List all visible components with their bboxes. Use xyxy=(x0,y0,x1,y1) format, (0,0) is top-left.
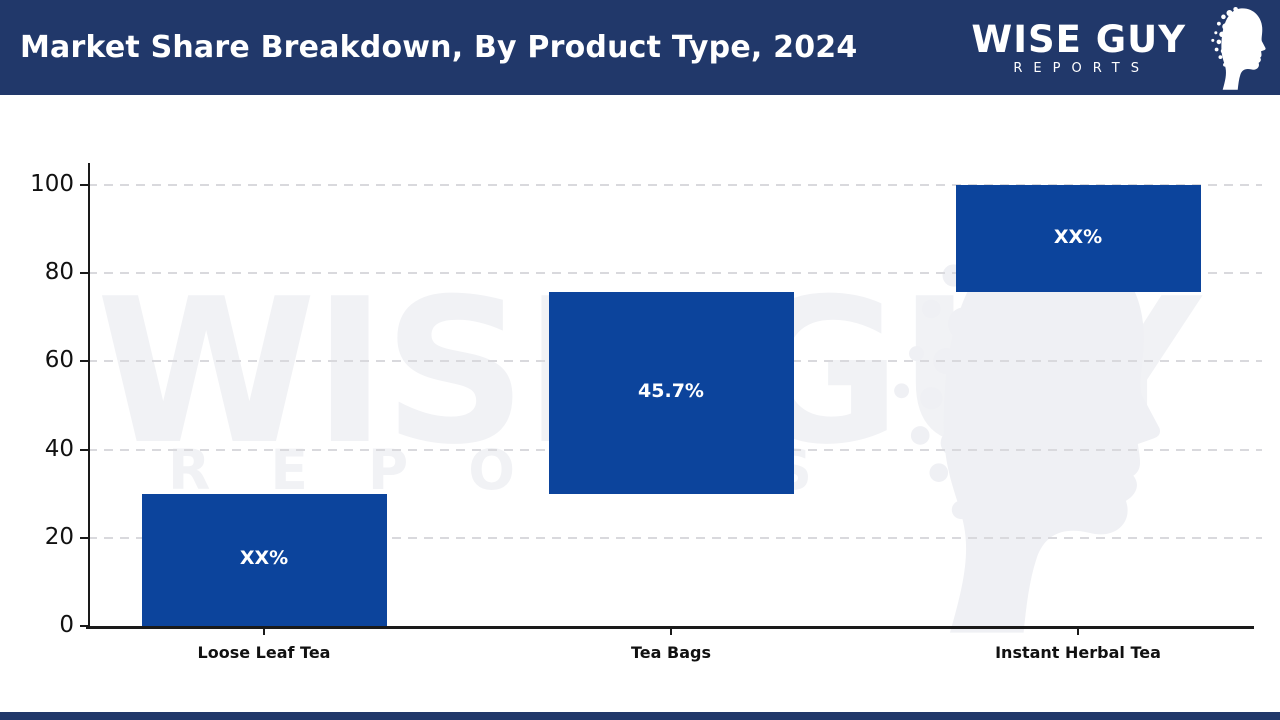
x-axis-tick xyxy=(1077,626,1079,635)
bar-value-label: XX% xyxy=(1053,225,1103,248)
y-tick-label: 60 xyxy=(44,347,74,374)
y-axis-tick xyxy=(80,625,88,627)
y-tick-label: 40 xyxy=(44,435,74,462)
y-tick-label: 0 xyxy=(59,612,74,638)
brand-subtitle: REPORTS xyxy=(1013,60,1150,76)
footer-bar xyxy=(0,712,1280,720)
y-axis-tick xyxy=(80,448,88,451)
x-axis-line xyxy=(86,626,1254,629)
x-tick-label: Instant Herbal Tea xyxy=(995,643,1161,662)
y-axis-tick xyxy=(80,184,88,186)
brand-logo: WISE GUY REPORTS xyxy=(971,6,1266,90)
brand-name: WISE GUY xyxy=(971,17,1186,61)
gridline xyxy=(88,184,1262,186)
bar-value-label: 45.7% xyxy=(638,379,704,402)
y-tick-label: 80 xyxy=(44,259,74,286)
x-axis-tick xyxy=(670,626,672,635)
bar xyxy=(141,493,387,626)
page-title: Market Share Breakdown, By Product Type,… xyxy=(20,30,858,65)
bar xyxy=(548,292,794,494)
y-tick-label: 20 xyxy=(44,523,74,550)
bar xyxy=(955,185,1201,293)
y-axis-tick xyxy=(80,536,88,539)
x-axis-tick xyxy=(263,626,265,635)
x-tick-label: Loose Leaf Tea xyxy=(197,643,331,662)
gridline xyxy=(88,272,1262,275)
y-tick-label: 100 xyxy=(30,171,74,197)
y-axis-line xyxy=(88,162,90,628)
brand-logo-text: WISE GUY REPORTS xyxy=(971,21,1186,75)
header-bar: Market Share Breakdown, By Product Type,… xyxy=(0,0,1280,95)
x-tick-label: Tea Bags xyxy=(631,643,711,662)
dotted-face-icon xyxy=(1211,6,1266,90)
y-axis-tick xyxy=(80,272,88,275)
gridline xyxy=(88,536,1262,539)
y-axis-tick xyxy=(80,360,88,363)
bar-value-label: XX% xyxy=(239,546,289,569)
